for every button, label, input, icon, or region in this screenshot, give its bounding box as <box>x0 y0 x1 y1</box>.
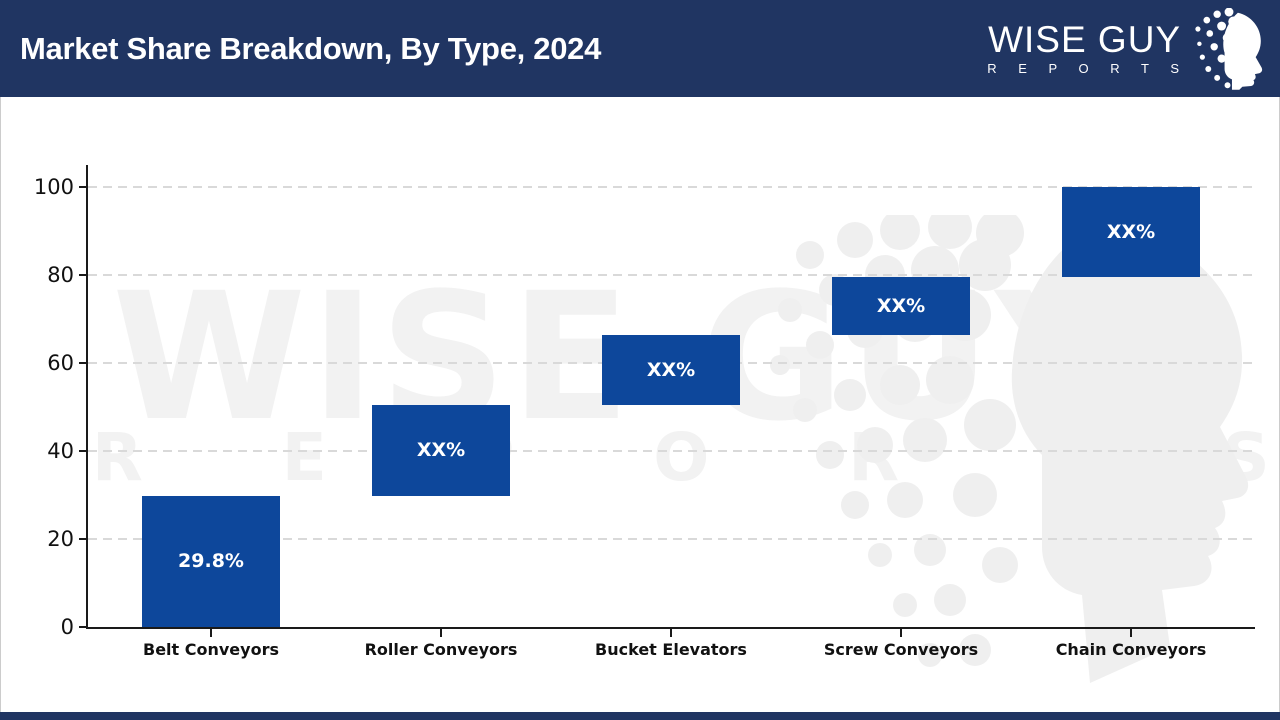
bar-value-label: XX% <box>1106 221 1156 244</box>
bar-value-label: XX% <box>646 358 696 381</box>
y-tick-label-60: 60 <box>47 351 74 375</box>
chart-title: Market Share Breakdown, By Type, 2024 <box>20 30 602 66</box>
bar-chain-conveyors: XX% <box>1062 187 1200 278</box>
x-category-label-1: Roller Conveyors <box>364 640 518 659</box>
header-bar: Market Share Breakdown, By Type, 2024 WI… <box>0 0 1280 97</box>
bar-belt-conveyors: 29.8% <box>142 495 280 627</box>
x-tick-mark-0 <box>210 629 212 637</box>
wiseguy-logo: WISE GUY R E P O R T S <box>981 7 1280 90</box>
x-axis-spine <box>86 627 1255 629</box>
y-tick-mark-20 <box>79 538 88 540</box>
y-tick-mark-80 <box>79 274 88 276</box>
gridline-100 <box>88 186 1255 188</box>
x-category-label-3: Screw Conveyors <box>823 640 979 659</box>
logo-subtext: R E P O R T S <box>987 61 1188 76</box>
x-tick-mark-3 <box>900 629 902 637</box>
bar-value-label: XX% <box>416 439 466 462</box>
logo-text: WISE GUY R E P O R T S <box>981 21 1188 76</box>
y-tick-label-20: 20 <box>47 527 74 551</box>
footer-bar <box>0 712 1280 720</box>
bar-screw-conveyors: XX% <box>832 277 970 335</box>
y-tick-label-0: 0 <box>60 615 74 639</box>
y-tick-mark-40 <box>79 450 88 452</box>
y-tick-mark-60 <box>79 362 88 364</box>
x-category-label-0: Belt Conveyors <box>143 640 279 659</box>
gridline-80 <box>88 274 1255 276</box>
gridline-40 <box>88 450 1255 452</box>
gridline-20 <box>88 538 1255 540</box>
y-tick-mark-100 <box>79 186 88 188</box>
x-tick-mark-4 <box>1130 629 1132 637</box>
bar-bucket-elevators: XX% <box>602 334 740 405</box>
left-border-line <box>0 97 1 712</box>
x-category-label-4: Chain Conveyors <box>1055 640 1207 659</box>
x-category-label-2: Bucket Elevators <box>595 640 747 659</box>
logo-wordmark: WISE GUY <box>988 19 1182 60</box>
y-tick-mark-0 <box>79 626 88 628</box>
y-tick-label-100: 100 <box>33 175 74 199</box>
x-tick-mark-2 <box>670 629 672 637</box>
y-axis-spine <box>86 165 88 629</box>
y-tick-label-80: 80 <box>47 263 74 287</box>
x-tick-mark-1 <box>440 629 442 637</box>
bar-roller-conveyors: XX% <box>372 404 510 496</box>
logo-head-icon <box>1195 7 1263 90</box>
bar-value-label: 29.8% <box>178 550 244 573</box>
bar-value-label: XX% <box>876 295 926 317</box>
y-tick-label-40: 40 <box>47 439 74 463</box>
